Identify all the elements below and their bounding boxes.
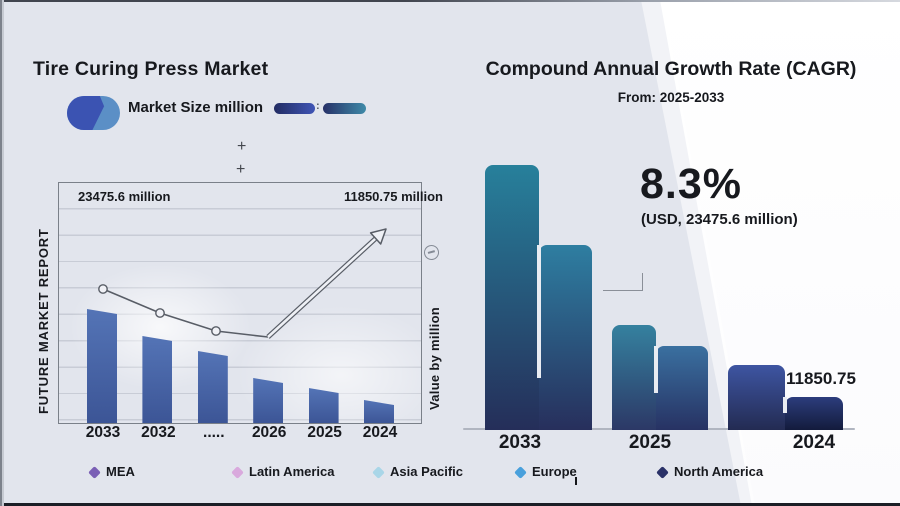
x-label-2024: 2024	[792, 432, 836, 453]
cagr-note: (USD, 23475.6 million)	[641, 211, 798, 228]
legend-label: North America	[674, 464, 764, 479]
page-title: Tire Curing Press Market	[33, 58, 269, 80]
legend-diamond-icon	[372, 466, 385, 479]
cagr-bar-2033-b	[539, 245, 592, 430]
bar-pair-gap	[654, 346, 658, 393]
legend-label: Asia Pacific	[390, 464, 463, 479]
cagr-subtitle: From: 2025-2033	[617, 90, 725, 105]
frame-bottom-border	[0, 503, 900, 506]
bar-pair-gap	[783, 397, 787, 413]
left-axis-vertical-label: FUTURE MARKET REPORT	[36, 228, 51, 414]
legend-label: Europe	[532, 464, 577, 479]
pill-icon-right	[323, 103, 366, 114]
market-bar-2025	[308, 388, 339, 423]
bottom-tick-mark	[575, 477, 577, 485]
chart-value-left: 23475.6 million	[78, 189, 171, 204]
cagr-title: Compound Annual Growth Rate (CAGR)	[485, 58, 857, 80]
market-bar-.....	[197, 351, 228, 423]
x-label-2033: 2033	[85, 424, 121, 441]
cagr-bar-2025-b	[656, 346, 708, 430]
legend-label: MEA	[106, 464, 135, 479]
cagr-bar-annotation: 11850.75	[786, 369, 856, 388]
cagr-bar-2033-a	[485, 165, 539, 430]
legend-label: Latin America	[249, 464, 335, 479]
legend-diamond-icon	[88, 466, 101, 479]
cagr-value: 8.3%	[640, 160, 743, 208]
market-bar-2026	[253, 378, 284, 423]
market-size-cylinder-icon	[67, 96, 120, 130]
market-bar-2024	[364, 400, 394, 423]
x-label-.....: .....	[203, 424, 225, 441]
x-label-2032: 2032	[141, 424, 176, 441]
frame-top-border	[0, 0, 900, 2]
frame-left-border-inner	[2, 0, 4, 506]
legend-diamond-icon	[231, 466, 244, 479]
x-label-2025: 2025	[307, 424, 342, 441]
x-label-2026: 2026	[251, 424, 287, 441]
market-size-chart	[58, 182, 422, 424]
frame-left-border	[0, 0, 2, 506]
right-axis-vertical-label: Value by million	[427, 306, 442, 410]
step-connector-line	[603, 273, 643, 291]
x-label-2025: 2025	[628, 432, 672, 453]
trend-line-arrow	[98, 228, 387, 339]
market-bar-2033	[87, 309, 117, 423]
plus-mark-icon: +	[237, 138, 247, 155]
x-label-2033: 2033	[498, 432, 542, 453]
legend-diamond-icon	[514, 466, 527, 479]
legend-diamond-icon	[656, 466, 669, 479]
plus-mark-icon: +	[236, 161, 246, 178]
chart-value-right: 11850.75 million	[343, 189, 443, 204]
market-size-label: Market Size million	[128, 99, 264, 116]
cylinder-dark-half	[67, 96, 105, 130]
cagr-bar-2025-a	[612, 325, 656, 430]
pill-separator: :	[316, 100, 320, 112]
x-label-2024: 2024	[362, 424, 398, 441]
bar-pair-gap	[537, 245, 541, 378]
cagr-bar-2024-a	[728, 365, 785, 430]
market-bar-2032	[142, 336, 173, 423]
cagr-bar-2024-b	[785, 397, 843, 430]
minus-circle-icon	[422, 243, 441, 262]
pill-icon-left	[274, 103, 315, 114]
